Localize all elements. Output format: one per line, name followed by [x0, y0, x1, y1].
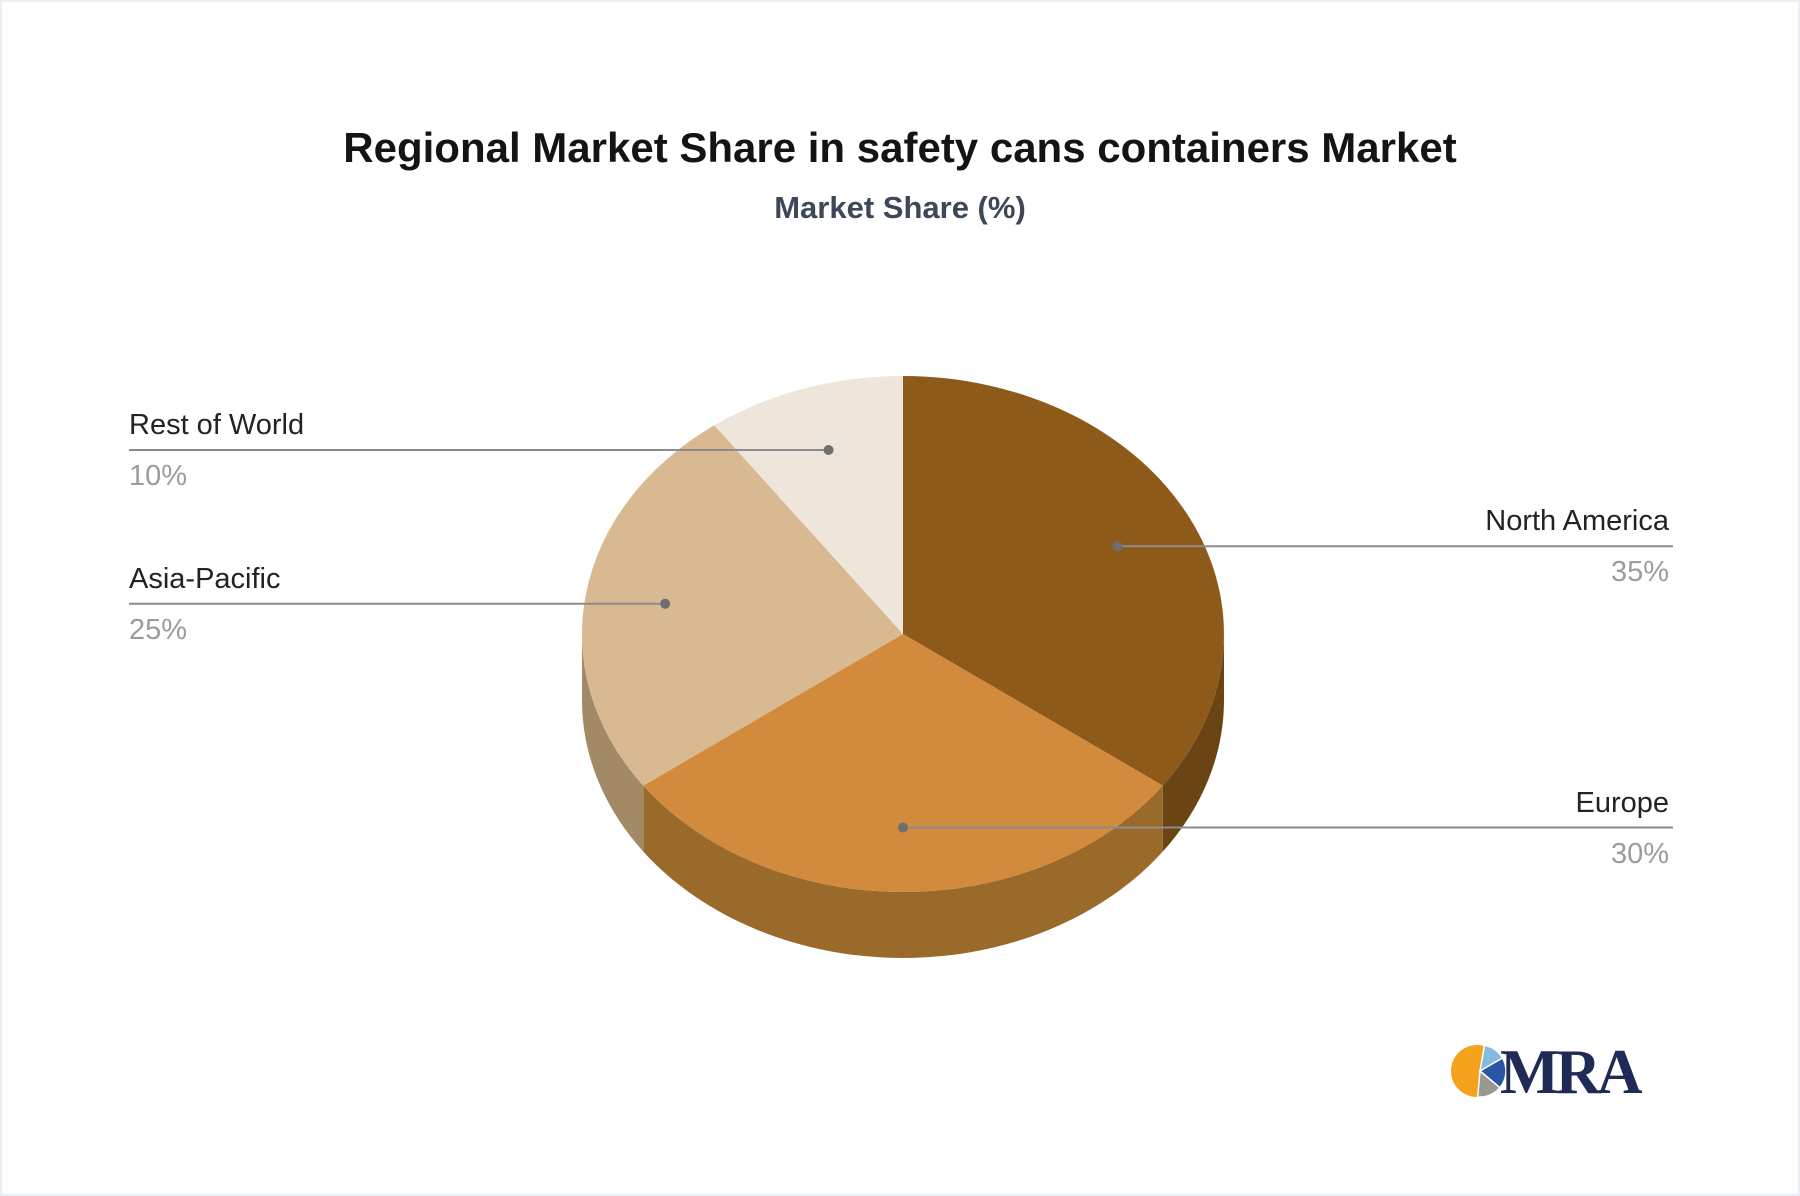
logo: MRA [1450, 1037, 1660, 1107]
pie-side-wall-europe [643, 785, 1163, 958]
pie-label-name: Rest of World [129, 409, 305, 441]
leader-dot-rest-of-world [823, 445, 834, 455]
pie-label-name: Europe [1575, 787, 1669, 819]
pie-side-wall-north-america [1162, 634, 1224, 852]
logo-wedge-gray [1476, 1069, 1501, 1098]
pie-label-name: North America [1485, 505, 1669, 537]
pie-slice-rest-of-world [714, 376, 903, 634]
pie-side-wall-asia-pacific [582, 634, 644, 852]
pie-3d-side-walls [582, 634, 1224, 958]
leader-dot-europe [898, 822, 908, 833]
pie-slice-north-america [903, 376, 1224, 786]
pie-top-slices [582, 376, 1224, 892]
pie-label-value: 10% [129, 460, 188, 492]
chart-subtitle: Market Share (%) [774, 190, 1026, 225]
pie-label-value: 30% [1610, 838, 1669, 870]
pie-slice-asia-pacific [582, 425, 903, 786]
logo-text: MRA [1500, 1037, 1642, 1107]
leader-lines [129, 445, 1673, 833]
chart-title: Regional Market Share in safety cans con… [343, 124, 1457, 171]
pie-label-value: 35% [1610, 556, 1669, 588]
leader-dot-north-america [1112, 541, 1123, 552]
logo-pie-icon [1451, 1044, 1507, 1098]
leader-dot-asia-pacific [660, 598, 671, 609]
pie-label-value: 25% [129, 614, 188, 646]
pie-label-name: Asia-Pacific [129, 563, 281, 595]
